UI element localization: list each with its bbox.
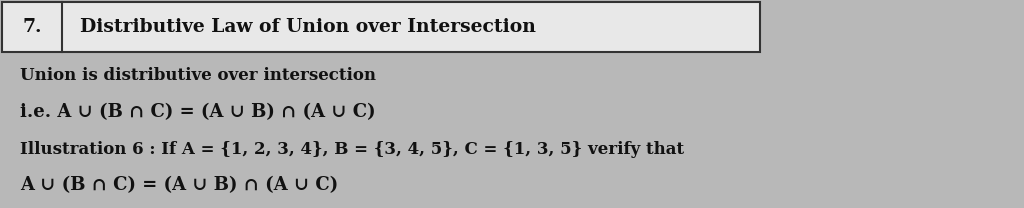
Text: 7.: 7. <box>23 18 42 36</box>
Text: Illustration 6 : If A = {1, 2, 3, 4}, B = {3, 4, 5}, C = {1, 3, 5} verify that: Illustration 6 : If A = {1, 2, 3, 4}, B … <box>20 141 684 158</box>
Text: Distributive Law of Union over Intersection: Distributive Law of Union over Intersect… <box>80 18 536 36</box>
Text: Union is distributive over intersection: Union is distributive over intersection <box>20 67 376 83</box>
Text: A ∪ (B ∩ C) = (A ∪ B) ∩ (A ∪ C): A ∪ (B ∩ C) = (A ∪ B) ∩ (A ∪ C) <box>20 176 338 194</box>
Text: i.e. A ∪ (B ∩ C) = (A ∪ B) ∩ (A ∪ C): i.e. A ∪ (B ∩ C) = (A ∪ B) ∩ (A ∪ C) <box>20 103 376 121</box>
Bar <box>2 2 760 52</box>
